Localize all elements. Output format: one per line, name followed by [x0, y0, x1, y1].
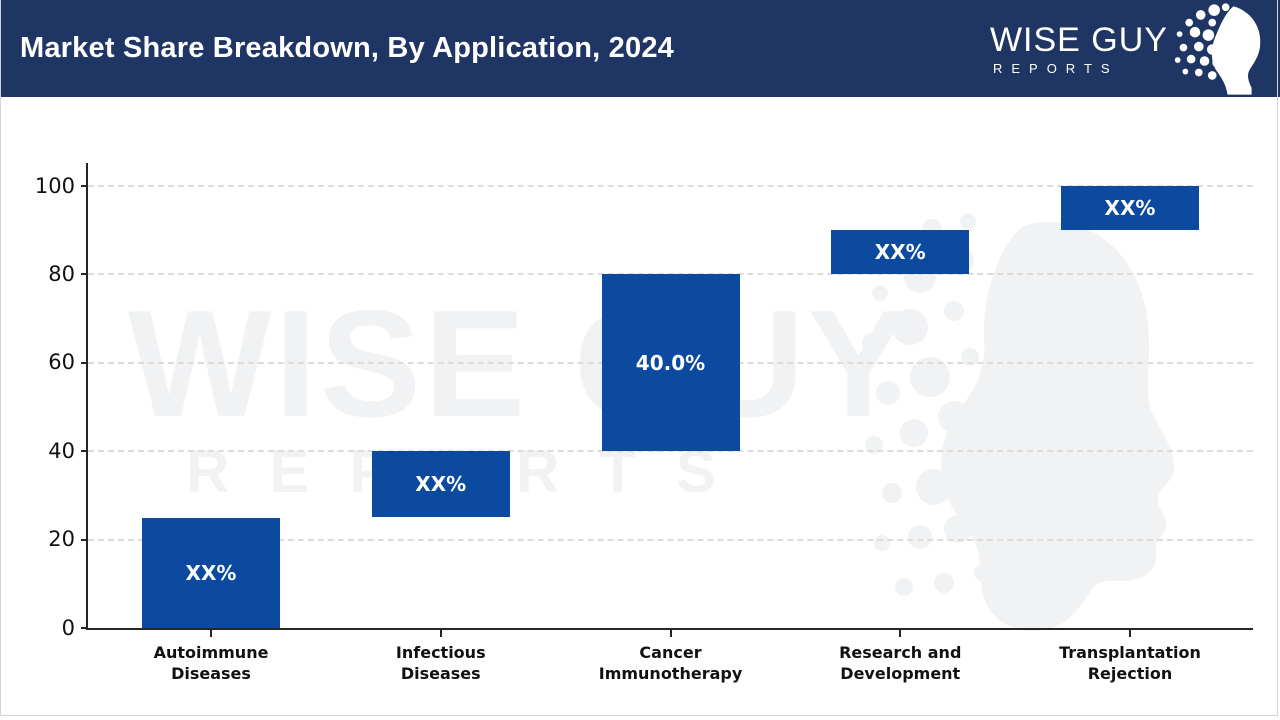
bar-value-label-autoimmune-diseases: XX%: [185, 560, 237, 585]
x-axis-label-research-and-development: Research and Development: [785, 642, 1015, 684]
x-axis-label-cancer-immunotherapy: Cancer Immunotherapy: [556, 642, 786, 684]
gridline-20: [88, 538, 1253, 541]
x-tick-research-and-development: [899, 630, 902, 637]
x-axis-label-line: Diseases: [400, 664, 481, 683]
x-axis-label-line: Transplantation: [1059, 643, 1201, 662]
y-tick-100: [81, 185, 88, 187]
y-tick-80: [81, 273, 88, 276]
bar-value-label-cancer-immunotherapy: 40.0%: [635, 350, 706, 375]
y-tick-label-0: 0: [61, 615, 75, 640]
x-axis-line: [86, 628, 1253, 630]
brand-name: WISE GUY: [989, 20, 1168, 59]
y-tick-60: [81, 361, 88, 364]
y-tick-40: [81, 450, 88, 453]
x-axis-label-line: Rejection: [1087, 664, 1173, 683]
x-axis-label-line: Diseases: [171, 664, 251, 683]
y-tick-label-60: 60: [48, 350, 75, 375]
page-title: Market Share Breakdown, By Application, …: [20, 32, 674, 64]
x-tick-infectious-diseases: [439, 630, 442, 637]
x-axis-label-line: Immunotherapy: [598, 664, 743, 683]
y-tick-label-100: 100: [34, 173, 75, 198]
y-tick-label-20: 20: [48, 527, 75, 552]
bar-infectious-diseases: XX%: [371, 451, 510, 518]
brand-logo-text: WISE GUY REPORTS: [990, 23, 1168, 75]
x-axis-label-infectious-diseases: Infectious Diseases: [326, 642, 556, 684]
bar-cancer-immunotherapy: 40.0%: [601, 274, 740, 452]
x-tick-transplantation-rejection: [1129, 630, 1131, 637]
plot: 0 20 40 60 80 100 XX% Autoimmune Diseases XX% Infe…: [0, 97, 1280, 717]
y-axis-line: [86, 163, 88, 630]
bar-research-and-development: XX%: [831, 230, 970, 275]
x-tick-autoimmune-diseases: [210, 630, 212, 637]
x-axis-label-autoimmune-diseases: Autoimmune Diseases: [96, 642, 326, 684]
bar-autoimmune-diseases: XX%: [142, 517, 280, 628]
chart-area: WISE GUY REPORTS 020406080100XX%Autoimmu…: [0, 97, 1280, 717]
x-tick-cancer-immunotherapy: [669, 630, 672, 637]
y-tick-0: [81, 627, 88, 629]
bar-transplantation-rejection: XX%: [1061, 186, 1199, 231]
x-axis-label-line: Infectious: [395, 643, 486, 662]
y-tick-label-80: 80: [48, 261, 75, 286]
x-axis-label-line: Research and: [839, 643, 962, 662]
brand-subname: REPORTS: [992, 60, 1119, 76]
bar-value-label-research-and-development: XX%: [874, 240, 926, 265]
x-axis-label-line: Autoimmune: [153, 643, 269, 662]
y-tick-label-40: 40: [48, 438, 75, 463]
brand-logo: WISE GUY REPORTS: [990, 2, 1266, 95]
x-axis-label-transplantation-rejection: Transplantation Rejection: [1015, 642, 1245, 684]
x-axis-label-line: Cancer: [639, 643, 702, 662]
bar-value-label-infectious-diseases: XX%: [415, 472, 467, 497]
brand-head-icon: [1174, 2, 1261, 95]
gridline-100: [88, 185, 1253, 187]
header-banner: Market Share Breakdown, By Application, …: [0, 0, 1280, 97]
x-axis-label-line: Development: [840, 664, 961, 683]
gridline-40: [88, 450, 1253, 453]
y-tick-20: [81, 538, 88, 541]
bar-value-label-transplantation-rejection: XX%: [1104, 196, 1156, 221]
